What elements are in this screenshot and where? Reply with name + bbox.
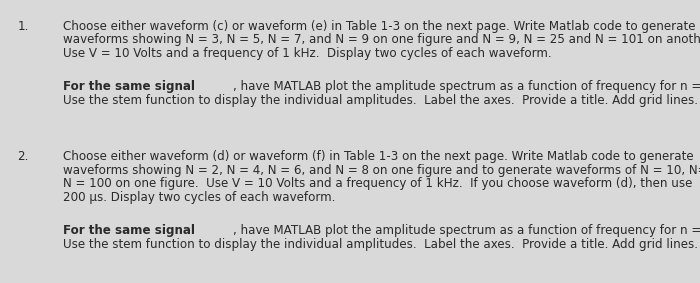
- Text: 200 μs. Display two cycles of each waveform.: 200 μs. Display two cycles of each wavef…: [63, 191, 335, 204]
- Text: For the same signal: For the same signal: [63, 224, 195, 237]
- Text: , have MATLAB plot the amplitude spectrum as a function of frequency for n = 0 u: , have MATLAB plot the amplitude spectru…: [233, 80, 700, 93]
- Text: N = 100 on one figure.  Use V = 10 Volts and a frequency of 1 kHz.  If you choos: N = 100 on one figure. Use V = 10 Volts …: [63, 177, 700, 190]
- Text: Use the stem function to display the individual amplitudes.  Label the axes.  Pr: Use the stem function to display the ind…: [63, 238, 698, 251]
- Text: Use V = 10 Volts and a frequency of 1 kHz.  Display two cycles of each waveform.: Use V = 10 Volts and a frequency of 1 kH…: [63, 47, 552, 60]
- Text: 2.: 2.: [18, 150, 29, 163]
- Text: Choose either waveform (c) or waveform (e) in Table 1-3 on the next page. Write : Choose either waveform (c) or waveform (…: [63, 20, 696, 33]
- Text: For the same signal: For the same signal: [63, 80, 195, 93]
- Text: waveforms showing N = 2, N = 4, N = 6, and N = 8 on one figure and to generate w: waveforms showing N = 2, N = 4, N = 6, a…: [63, 164, 700, 177]
- Text: , have MATLAB plot the amplitude spectrum as a function of frequency for n = 0 u: , have MATLAB plot the amplitude spectru…: [233, 224, 700, 237]
- Text: Use the stem function to display the individual amplitudes.  Label the axes.  Pr: Use the stem function to display the ind…: [63, 94, 698, 107]
- Text: Choose either waveform (d) or waveform (f) in Table 1-3 on the next page. Write : Choose either waveform (d) or waveform (…: [63, 150, 694, 163]
- Text: waveforms showing N = 3, N = 5, N = 7, and N = 9 on one figure and N = 9, N = 25: waveforms showing N = 3, N = 5, N = 7, a…: [63, 33, 700, 46]
- Text: 1.: 1.: [18, 20, 29, 33]
